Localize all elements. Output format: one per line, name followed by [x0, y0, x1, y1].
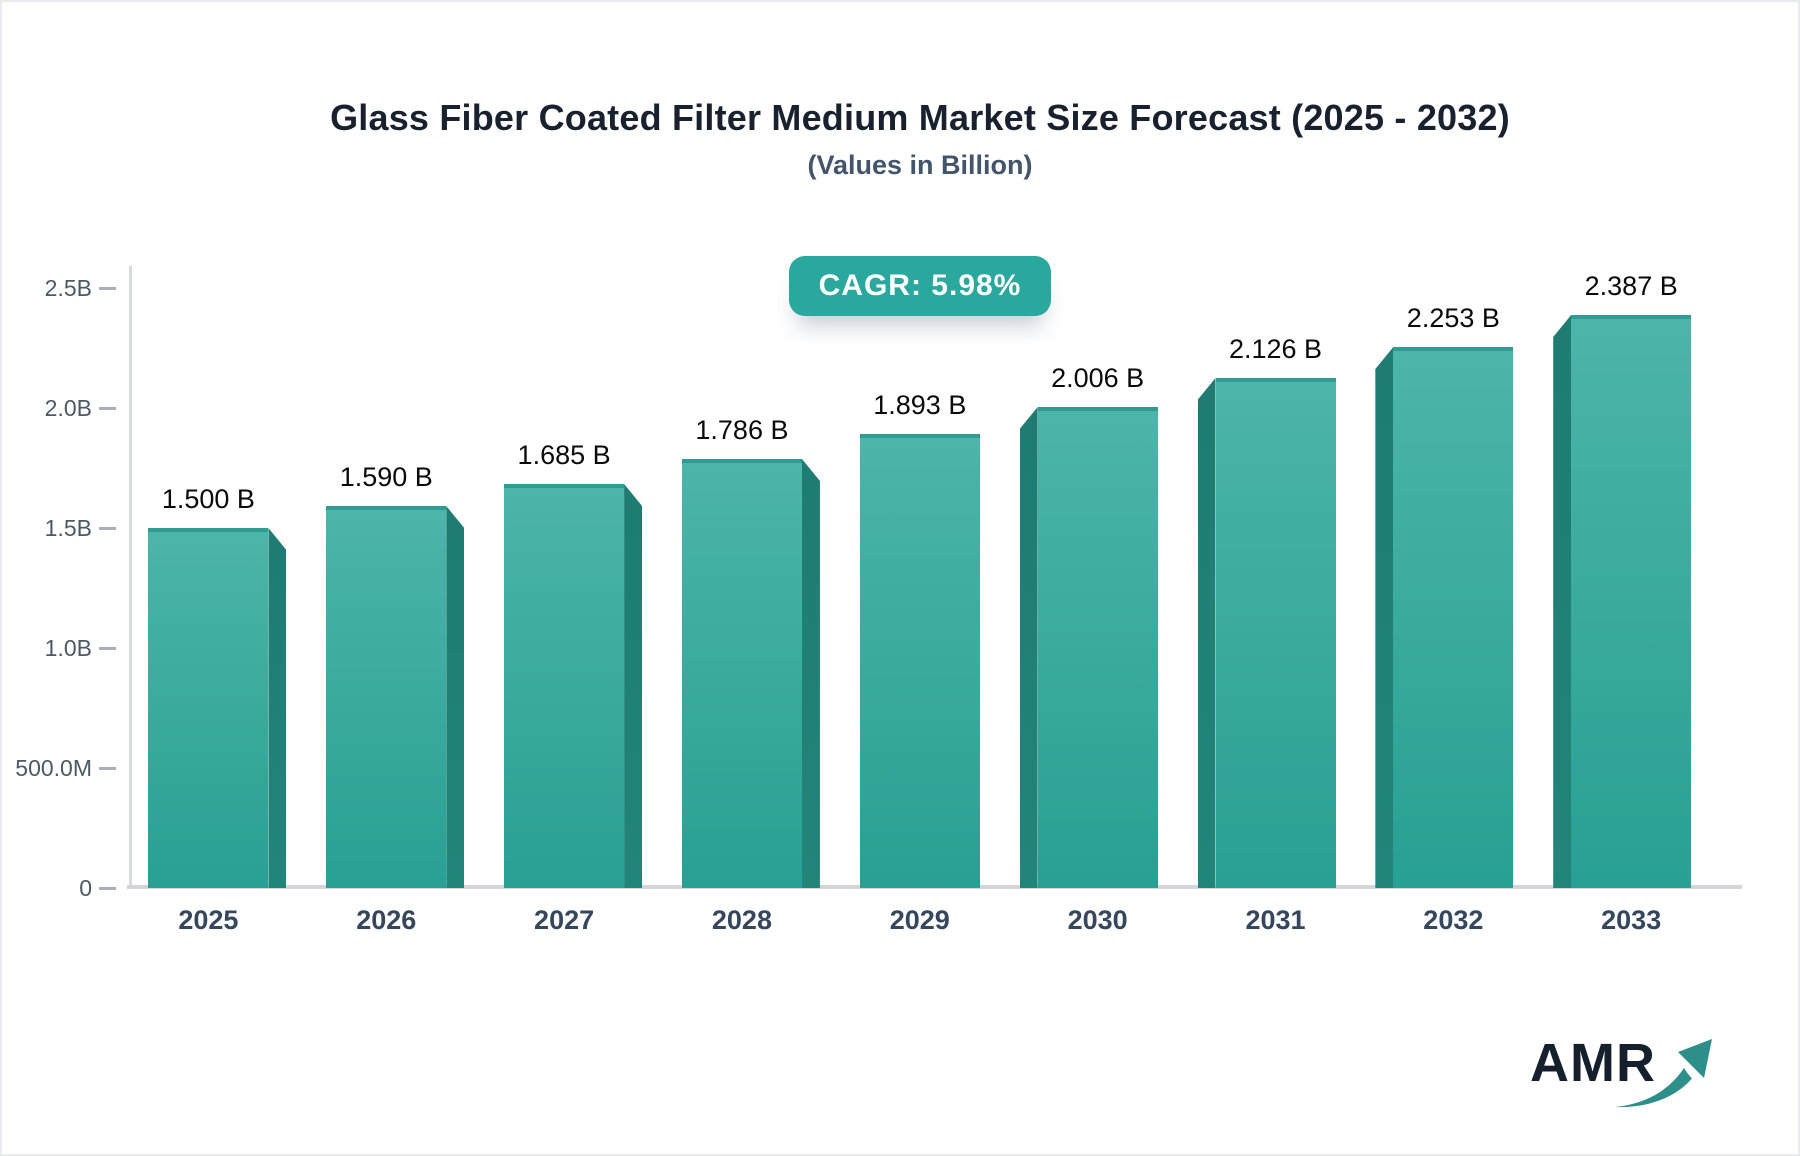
x-axis-label: 2029: [889, 905, 950, 935]
y-axis-label: 500.0M: [15, 755, 92, 781]
y-axis-label: 1.5B: [44, 515, 92, 541]
x-axis-label: 2031: [1245, 905, 1306, 935]
y-axis-label: 1.0B: [44, 635, 92, 661]
bar-2029: [859, 434, 980, 888]
bar-value-label: 2.253 B: [1406, 303, 1500, 333]
bar-face: [1037, 407, 1158, 888]
y-axis-label: 0: [79, 875, 92, 901]
bar-side-left: [1375, 347, 1394, 888]
y-axis-line: [129, 266, 132, 888]
bar-2033: [1553, 315, 1692, 888]
cagr-badge: CAGR: 5.98%: [788, 256, 1052, 316]
bar-side-right: [268, 528, 287, 888]
y-axis-label: 2.0B: [44, 395, 92, 421]
bar-value-label: 1.786 B: [695, 415, 789, 445]
y-axis-tick: [99, 286, 116, 290]
y-axis-tick: [99, 646, 116, 650]
bar-value-label: 1.893 B: [873, 390, 967, 420]
bar-face: [326, 506, 447, 888]
x-axis-label: 2025: [178, 905, 239, 935]
x-axis-label: 2026: [356, 905, 417, 935]
bar-side-right: [446, 506, 465, 888]
amr-logo: AMR: [1530, 1034, 1730, 1124]
bar-2027: [504, 484, 643, 888]
chart-title: Glass Fiber Coated Filter Medium Market …: [330, 97, 1510, 138]
x-axis-label: 2027: [534, 905, 595, 935]
bar-2026: [326, 506, 465, 888]
bar-face: [1215, 378, 1336, 888]
chart-subtitle: (Values in Billion): [807, 150, 1033, 180]
bar-2032: [1375, 347, 1514, 888]
bar-value-label: 2.006 B: [1051, 363, 1145, 393]
bar-side-left: [1197, 378, 1216, 888]
amr-logo-text: AMR: [1530, 1033, 1656, 1093]
cagr-badge-wrap: CAGR: 5.98%: [40, 256, 1800, 316]
x-axis-label: 2030: [1067, 905, 1128, 935]
bar-face: [148, 528, 269, 888]
y-axis-label: 2.5B: [44, 275, 92, 301]
y-axis-tick: [99, 766, 116, 770]
bar-value-label: 1.590 B: [339, 462, 433, 492]
bar-value-label: 1.500 B: [161, 484, 255, 514]
bar-face: [1393, 347, 1514, 888]
bar-value-label: 2.126 B: [1228, 334, 1323, 364]
y-axis-tick: [99, 526, 116, 530]
growth-arrow-icon: [1615, 1039, 1712, 1108]
bar-value-label: 1.685 B: [517, 440, 611, 470]
bar-side-right: [624, 484, 643, 888]
bar-2030: [1019, 407, 1158, 888]
x-axis-label: 2028: [711, 905, 772, 935]
bar-face: [1571, 315, 1692, 888]
bar-value-label: 2.387 B: [1584, 271, 1678, 301]
bar-2031: [1197, 378, 1336, 888]
bar-side-right: [801, 459, 820, 888]
x-axis-label: 2032: [1423, 905, 1484, 935]
y-axis-tick: [99, 886, 116, 890]
x-axis-label: 2033: [1601, 905, 1662, 935]
bar-face: [681, 459, 802, 888]
bar-2028: [681, 459, 820, 888]
bar-face: [859, 434, 980, 888]
bar-2025: [148, 528, 287, 888]
bar-side-left: [1019, 407, 1038, 888]
y-axis-tick: [99, 406, 116, 410]
bar-face: [504, 484, 625, 888]
bar-side-left: [1553, 315, 1572, 888]
